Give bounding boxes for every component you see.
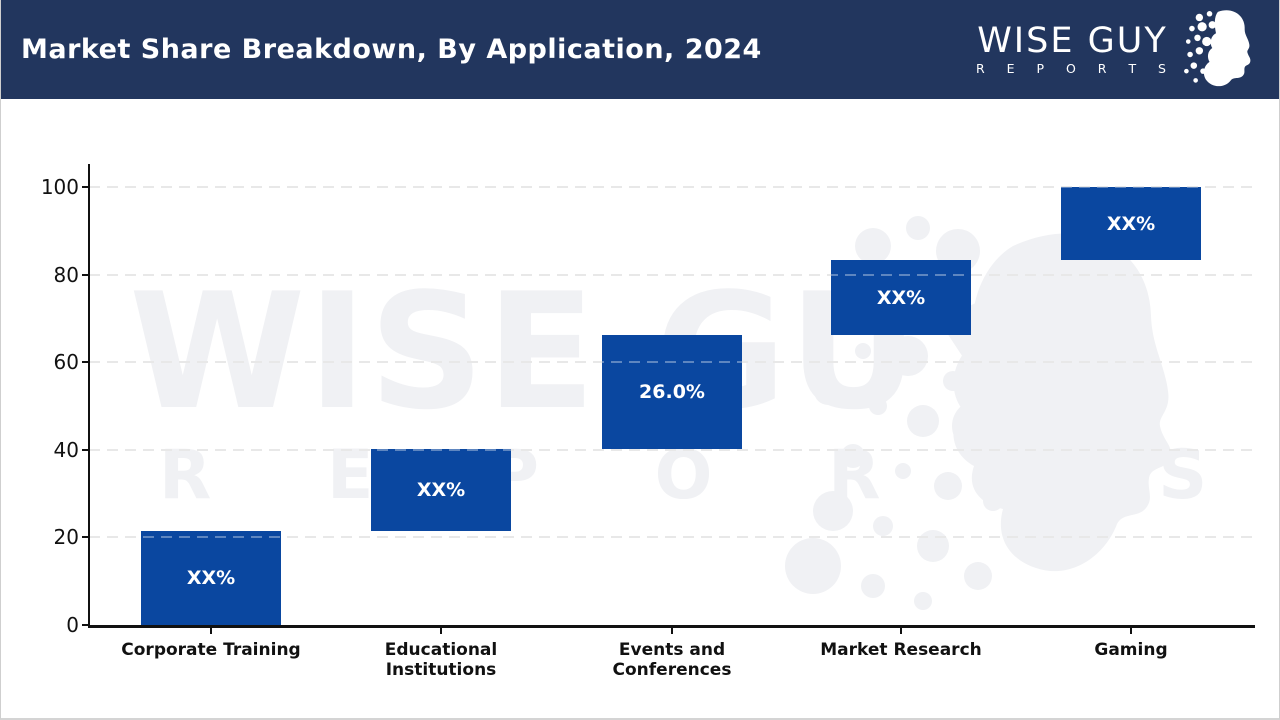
- gridline-20: [89, 536, 1254, 539]
- y-tick-mark-100: [82, 186, 89, 188]
- bar-value-label: XX%: [416, 478, 466, 501]
- bar-value-label: XX%: [876, 286, 926, 309]
- y-tick-label-20: 20: [53, 525, 79, 550]
- wiseguy-logo-text: WISE GUY R E P O R T S: [970, 20, 1175, 76]
- bar-corporate-training: XX%: [141, 530, 281, 625]
- bar-value-label: XX%: [186, 566, 236, 589]
- bar-value-label: 26.0%: [639, 380, 705, 403]
- y-tick-label-80: 80: [53, 262, 79, 287]
- bar-educational-institutions: XX%: [371, 448, 511, 531]
- y-tick-label-0: 0: [66, 613, 79, 637]
- x-category-label: Market Research: [820, 640, 982, 660]
- wiseguy-face-icon: [1179, 6, 1253, 94]
- bar-value-label: XX%: [1106, 212, 1156, 235]
- x-category-label: Gaming: [1094, 640, 1168, 660]
- y-tick-mark-80: [82, 273, 89, 276]
- bar-market-research: XX%: [831, 260, 971, 336]
- x-tick-mark-3: [671, 626, 673, 634]
- gridline-overlay-20: [89, 536, 1254, 539]
- gridline-overlay-40: [89, 448, 1254, 451]
- header-band: Market Share Breakdown, By Application, …: [1, 0, 1279, 99]
- gridline-100: [89, 186, 1254, 188]
- bar-events-and-conferences: 26.0%: [602, 335, 742, 449]
- x-tick-mark-4: [900, 626, 902, 634]
- y-tick-mark-0: [82, 624, 89, 626]
- x-tick-mark-5: [1130, 626, 1132, 634]
- y-tick-label-40: 40: [53, 437, 79, 462]
- gridline-40: [89, 448, 1254, 451]
- gridline-overlay-100: [89, 186, 1254, 188]
- wiseguy-logo: WISE GUY R E P O R T S: [970, 6, 1253, 94]
- x-category-label: Educational Institutions: [384, 640, 498, 681]
- x-axis-line: [88, 625, 1255, 628]
- logo-subtitle: R E P O R T S: [975, 60, 1175, 76]
- y-tick-label-100: 100: [40, 175, 79, 199]
- gridline-overlay-60: [89, 361, 1254, 364]
- bar-gaming: XX%: [1061, 187, 1201, 261]
- y-tick-label-60: 60: [53, 350, 79, 375]
- gridline-overlay-80: [89, 273, 1254, 276]
- y-axis-line: [88, 164, 90, 627]
- gridline-80: [89, 273, 1254, 276]
- y-tick-mark-20: [82, 536, 89, 539]
- x-tick-mark-2: [440, 626, 442, 634]
- y-tick-mark-40: [82, 448, 89, 451]
- logo-wordmark: WISE GUY: [977, 20, 1168, 61]
- x-category-label: Events and Conferences: [612, 640, 732, 681]
- y-tick-mark-60: [82, 361, 89, 364]
- page-title: Market Share Breakdown, By Application, …: [21, 34, 762, 65]
- x-tick-mark-1: [210, 626, 212, 634]
- x-category-label: Corporate Training: [121, 640, 301, 660]
